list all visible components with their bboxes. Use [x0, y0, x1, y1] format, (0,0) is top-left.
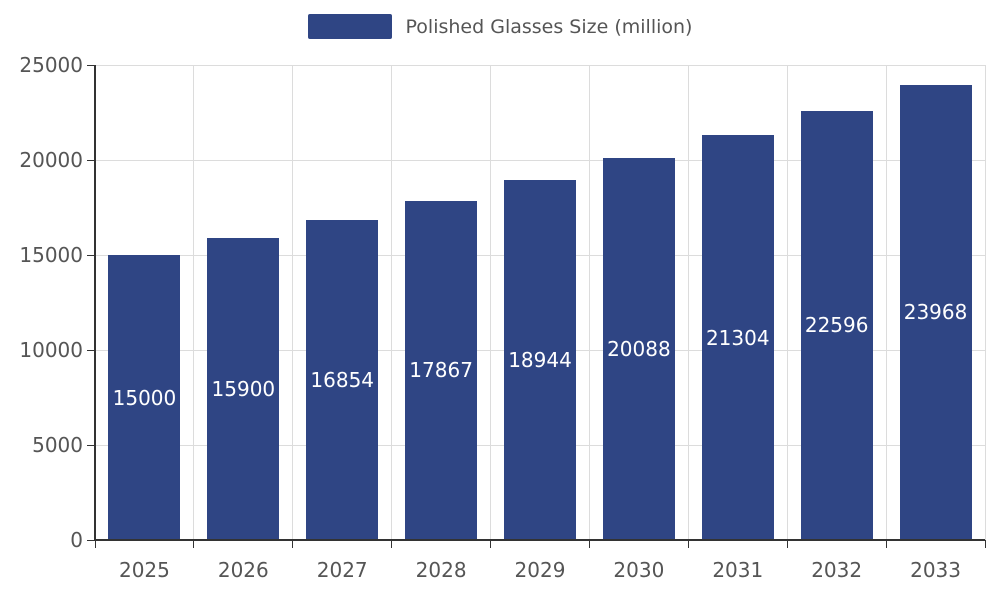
x-axis-tick	[391, 540, 393, 548]
x-axis-tick	[687, 540, 689, 548]
bar-value-label: 15900	[211, 376, 276, 401]
x-axis-tick	[885, 540, 887, 548]
x-axis-line	[94, 539, 985, 541]
bar: 15000	[108, 255, 181, 540]
x-tick-label: 2026	[217, 558, 269, 582]
y-axis-tick	[87, 539, 95, 541]
x-tick-label: 2033	[910, 558, 961, 582]
y-tick-label: 5000	[32, 433, 83, 457]
y-axis-tick	[87, 444, 95, 446]
legend-swatch-icon	[307, 14, 392, 39]
x-axis-tick	[588, 540, 590, 548]
y-tick-label: 0	[70, 528, 83, 552]
bar-value-label: 22596	[804, 313, 869, 338]
y-axis-tick	[87, 64, 95, 66]
x-tick-label: 2028	[415, 558, 467, 582]
bar-value-label: 17867	[409, 358, 473, 383]
bar-value-label: 15000	[112, 385, 177, 410]
gridline-vertical	[193, 65, 195, 540]
bar: 20088	[602, 158, 675, 540]
x-tick-label: 2030	[613, 558, 665, 582]
gridline-vertical	[984, 65, 986, 540]
x-tick-label: 2032	[811, 558, 863, 582]
bar: 16854	[306, 219, 379, 540]
bar: 22596	[800, 110, 873, 540]
legend[interactable]: Polished Glasses Size (million)	[0, 14, 1000, 39]
bar-value-label: 18944	[508, 348, 572, 373]
bar: 15900	[207, 237, 280, 540]
bar: 21304	[701, 135, 774, 540]
x-axis-tick	[193, 540, 195, 548]
gridline-vertical	[588, 65, 590, 540]
gridline-vertical	[885, 65, 887, 540]
y-tick-label: 20000	[19, 148, 83, 172]
y-tick-label: 15000	[19, 243, 83, 267]
gridline-vertical	[292, 65, 294, 540]
y-axis-tick	[87, 159, 95, 161]
x-tick-label: 2027	[316, 558, 368, 582]
gridline-horizontal	[95, 64, 985, 66]
y-tick-label: 10000	[19, 338, 83, 362]
y-axis-tick	[87, 349, 95, 351]
x-axis-tick	[786, 540, 788, 548]
x-tick-label: 2031	[712, 558, 764, 582]
bar: 17867	[405, 200, 478, 540]
bar-value-label: 20088	[607, 337, 671, 362]
x-axis-tick	[292, 540, 294, 548]
y-axis-line	[94, 65, 96, 540]
x-tick-label: 2025	[118, 558, 170, 582]
x-axis-tick	[984, 540, 986, 548]
bar-value-label: 23968	[903, 300, 968, 325]
bar-value-label: 21304	[705, 325, 770, 350]
gridline-vertical	[687, 65, 689, 540]
gridline-vertical	[490, 65, 492, 540]
bar: 18944	[504, 180, 576, 540]
x-axis-tick	[490, 540, 492, 548]
y-axis-tick	[87, 254, 95, 256]
gridline-vertical	[786, 65, 788, 540]
x-tick-label: 2029	[514, 558, 566, 582]
gridline-horizontal	[95, 159, 985, 161]
gridline-vertical	[391, 65, 393, 540]
y-tick-label: 25000	[19, 53, 83, 77]
bar: 23968	[899, 84, 972, 540]
bar-value-label: 16854	[310, 367, 375, 392]
x-axis-tick	[94, 540, 96, 548]
legend-label: Polished Glasses Size (million)	[405, 15, 693, 38]
